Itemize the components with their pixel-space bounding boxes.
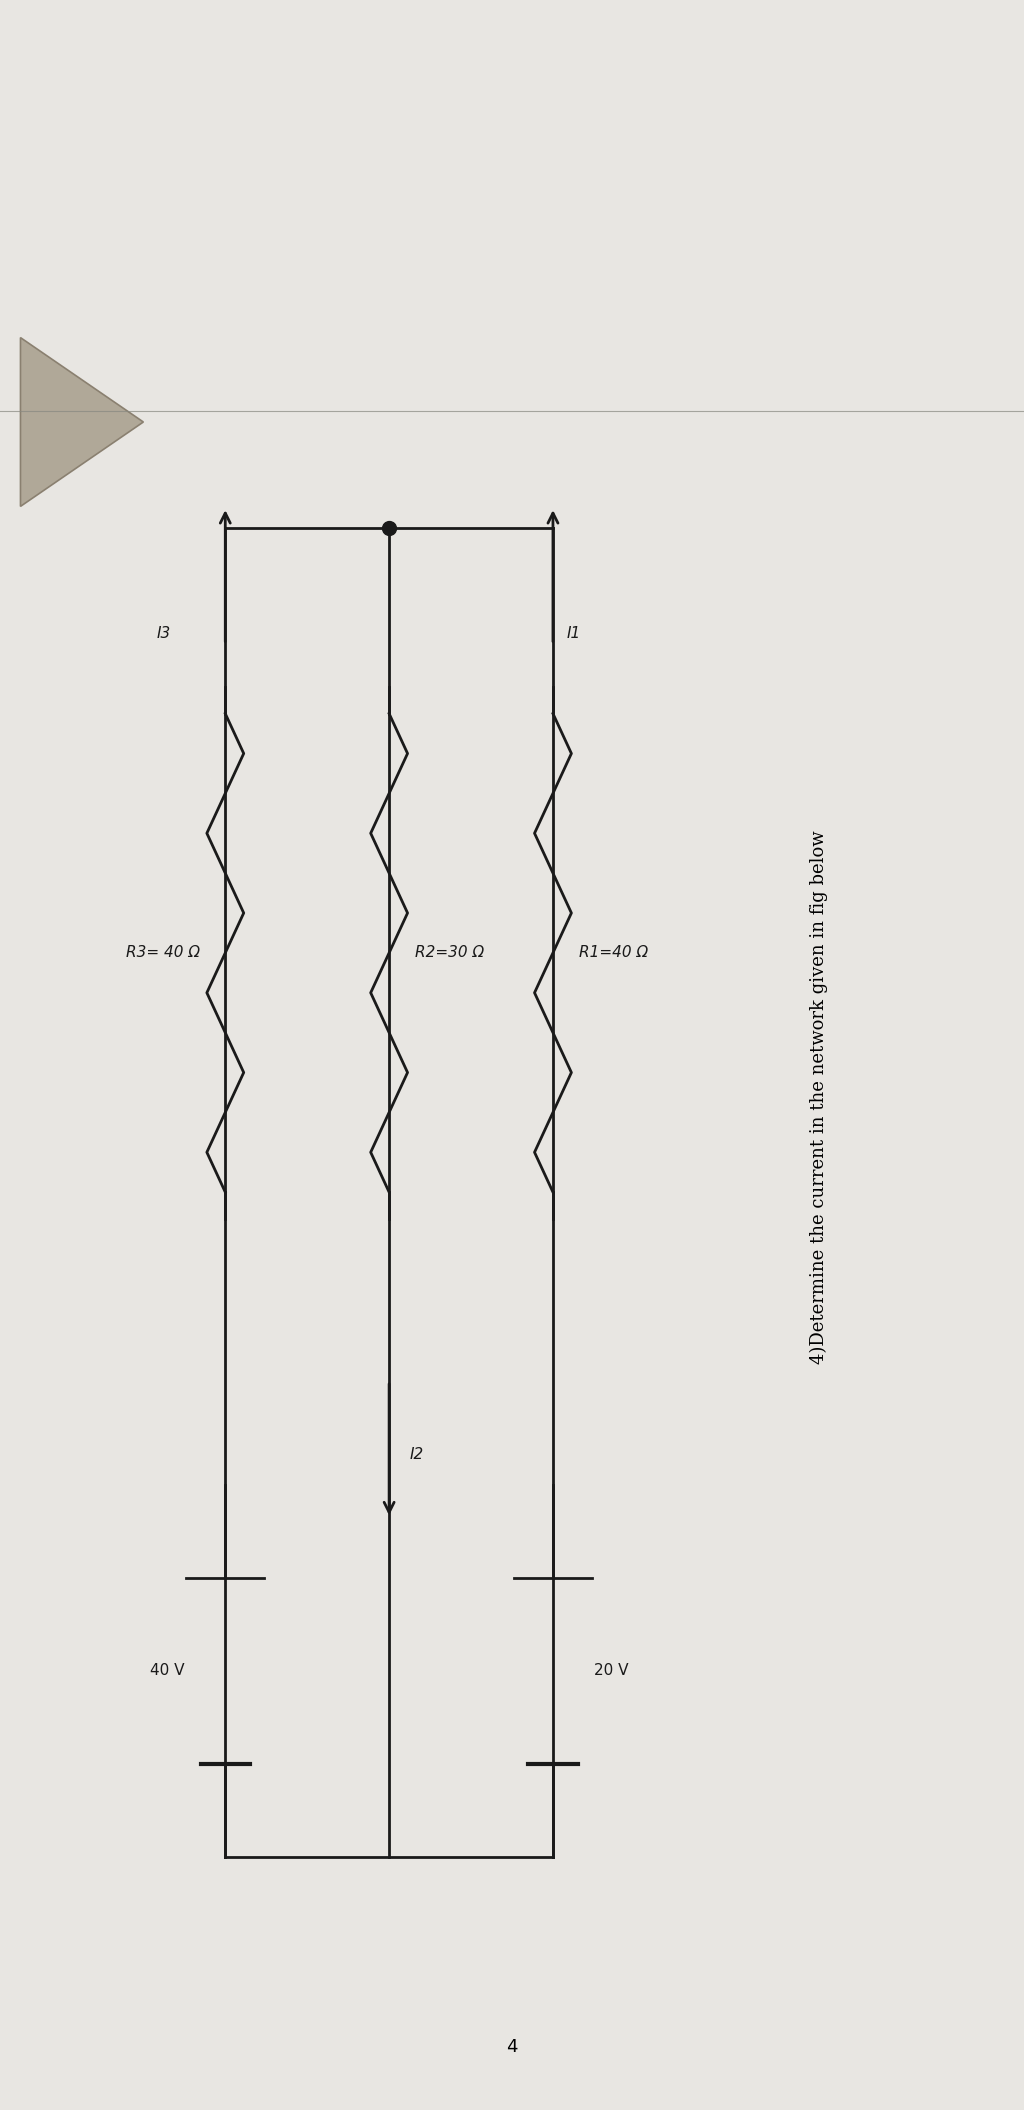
Text: 4: 4 xyxy=(506,2038,518,2055)
Polygon shape xyxy=(20,338,143,506)
Text: I3: I3 xyxy=(157,627,171,641)
Text: I1: I1 xyxy=(566,627,581,641)
Text: 4)Determine the current in the network given in fig below: 4)Determine the current in the network g… xyxy=(810,831,828,1363)
Text: R1=40 Ω: R1=40 Ω xyxy=(579,945,648,960)
Text: R3= 40 Ω: R3= 40 Ω xyxy=(126,945,200,960)
Text: I2: I2 xyxy=(410,1447,424,1462)
Text: 20 V: 20 V xyxy=(594,1663,629,1677)
Text: 40 V: 40 V xyxy=(150,1663,184,1677)
Text: R2=30 Ω: R2=30 Ω xyxy=(415,945,484,960)
